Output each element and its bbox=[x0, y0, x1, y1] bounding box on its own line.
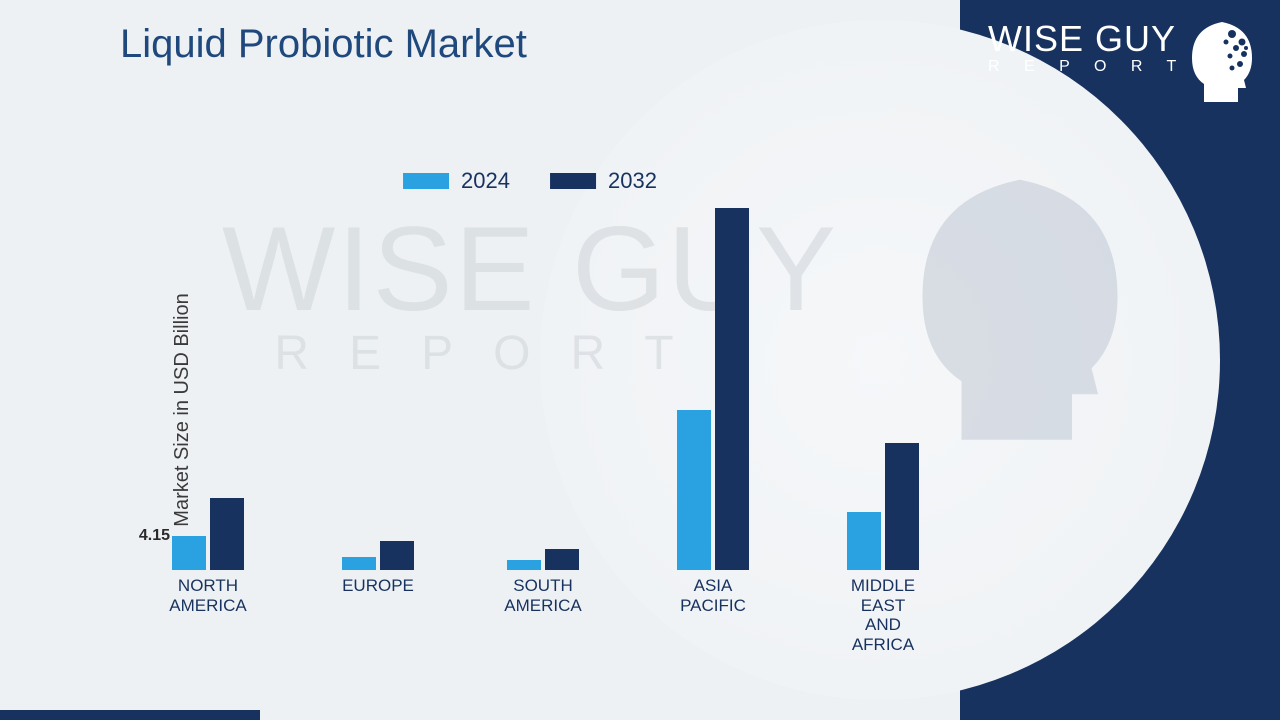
bar-2032 bbox=[545, 549, 579, 570]
legend-item-2024: 2024 bbox=[403, 168, 510, 194]
legend: 2024 2032 bbox=[403, 168, 657, 194]
bar-2032 bbox=[210, 498, 244, 570]
bottom-accent-bar bbox=[0, 710, 260, 720]
bar-2024 bbox=[342, 557, 376, 570]
bar-2032 bbox=[715, 208, 749, 570]
legend-label-2024: 2024 bbox=[461, 168, 510, 194]
category-label: SOUTH AMERICA bbox=[473, 570, 613, 615]
bar-2024 bbox=[677, 410, 711, 570]
bar-2024 bbox=[507, 560, 541, 570]
brand-name: WISE GUY bbox=[988, 18, 1176, 60]
bar-2024 bbox=[847, 512, 881, 570]
legend-swatch-2032 bbox=[550, 173, 596, 189]
plot-area: NORTH AMERICA4.15EUROPESOUTH AMERICAASIA… bbox=[138, 200, 978, 570]
legend-item-2032: 2032 bbox=[550, 168, 657, 194]
legend-label-2032: 2032 bbox=[608, 168, 657, 194]
legend-swatch-2024 bbox=[403, 173, 449, 189]
category-label: EUROPE bbox=[308, 570, 448, 596]
brand-head-icon bbox=[1182, 14, 1262, 104]
bar-2032 bbox=[380, 541, 414, 570]
chart-title: Liquid Probiotic Market bbox=[120, 22, 527, 67]
bar-2032 bbox=[885, 443, 919, 570]
category-label: MIDDLE EAST AND AFRICA bbox=[813, 570, 953, 654]
bar-2024 bbox=[172, 536, 206, 570]
chart-region: 2024 2032 Market Size in USD Billion NOR… bbox=[60, 160, 1000, 660]
value-label: 4.15 bbox=[139, 527, 170, 545]
category-label: NORTH AMERICA bbox=[138, 570, 278, 615]
category-label: ASIA PACIFIC bbox=[643, 570, 783, 615]
